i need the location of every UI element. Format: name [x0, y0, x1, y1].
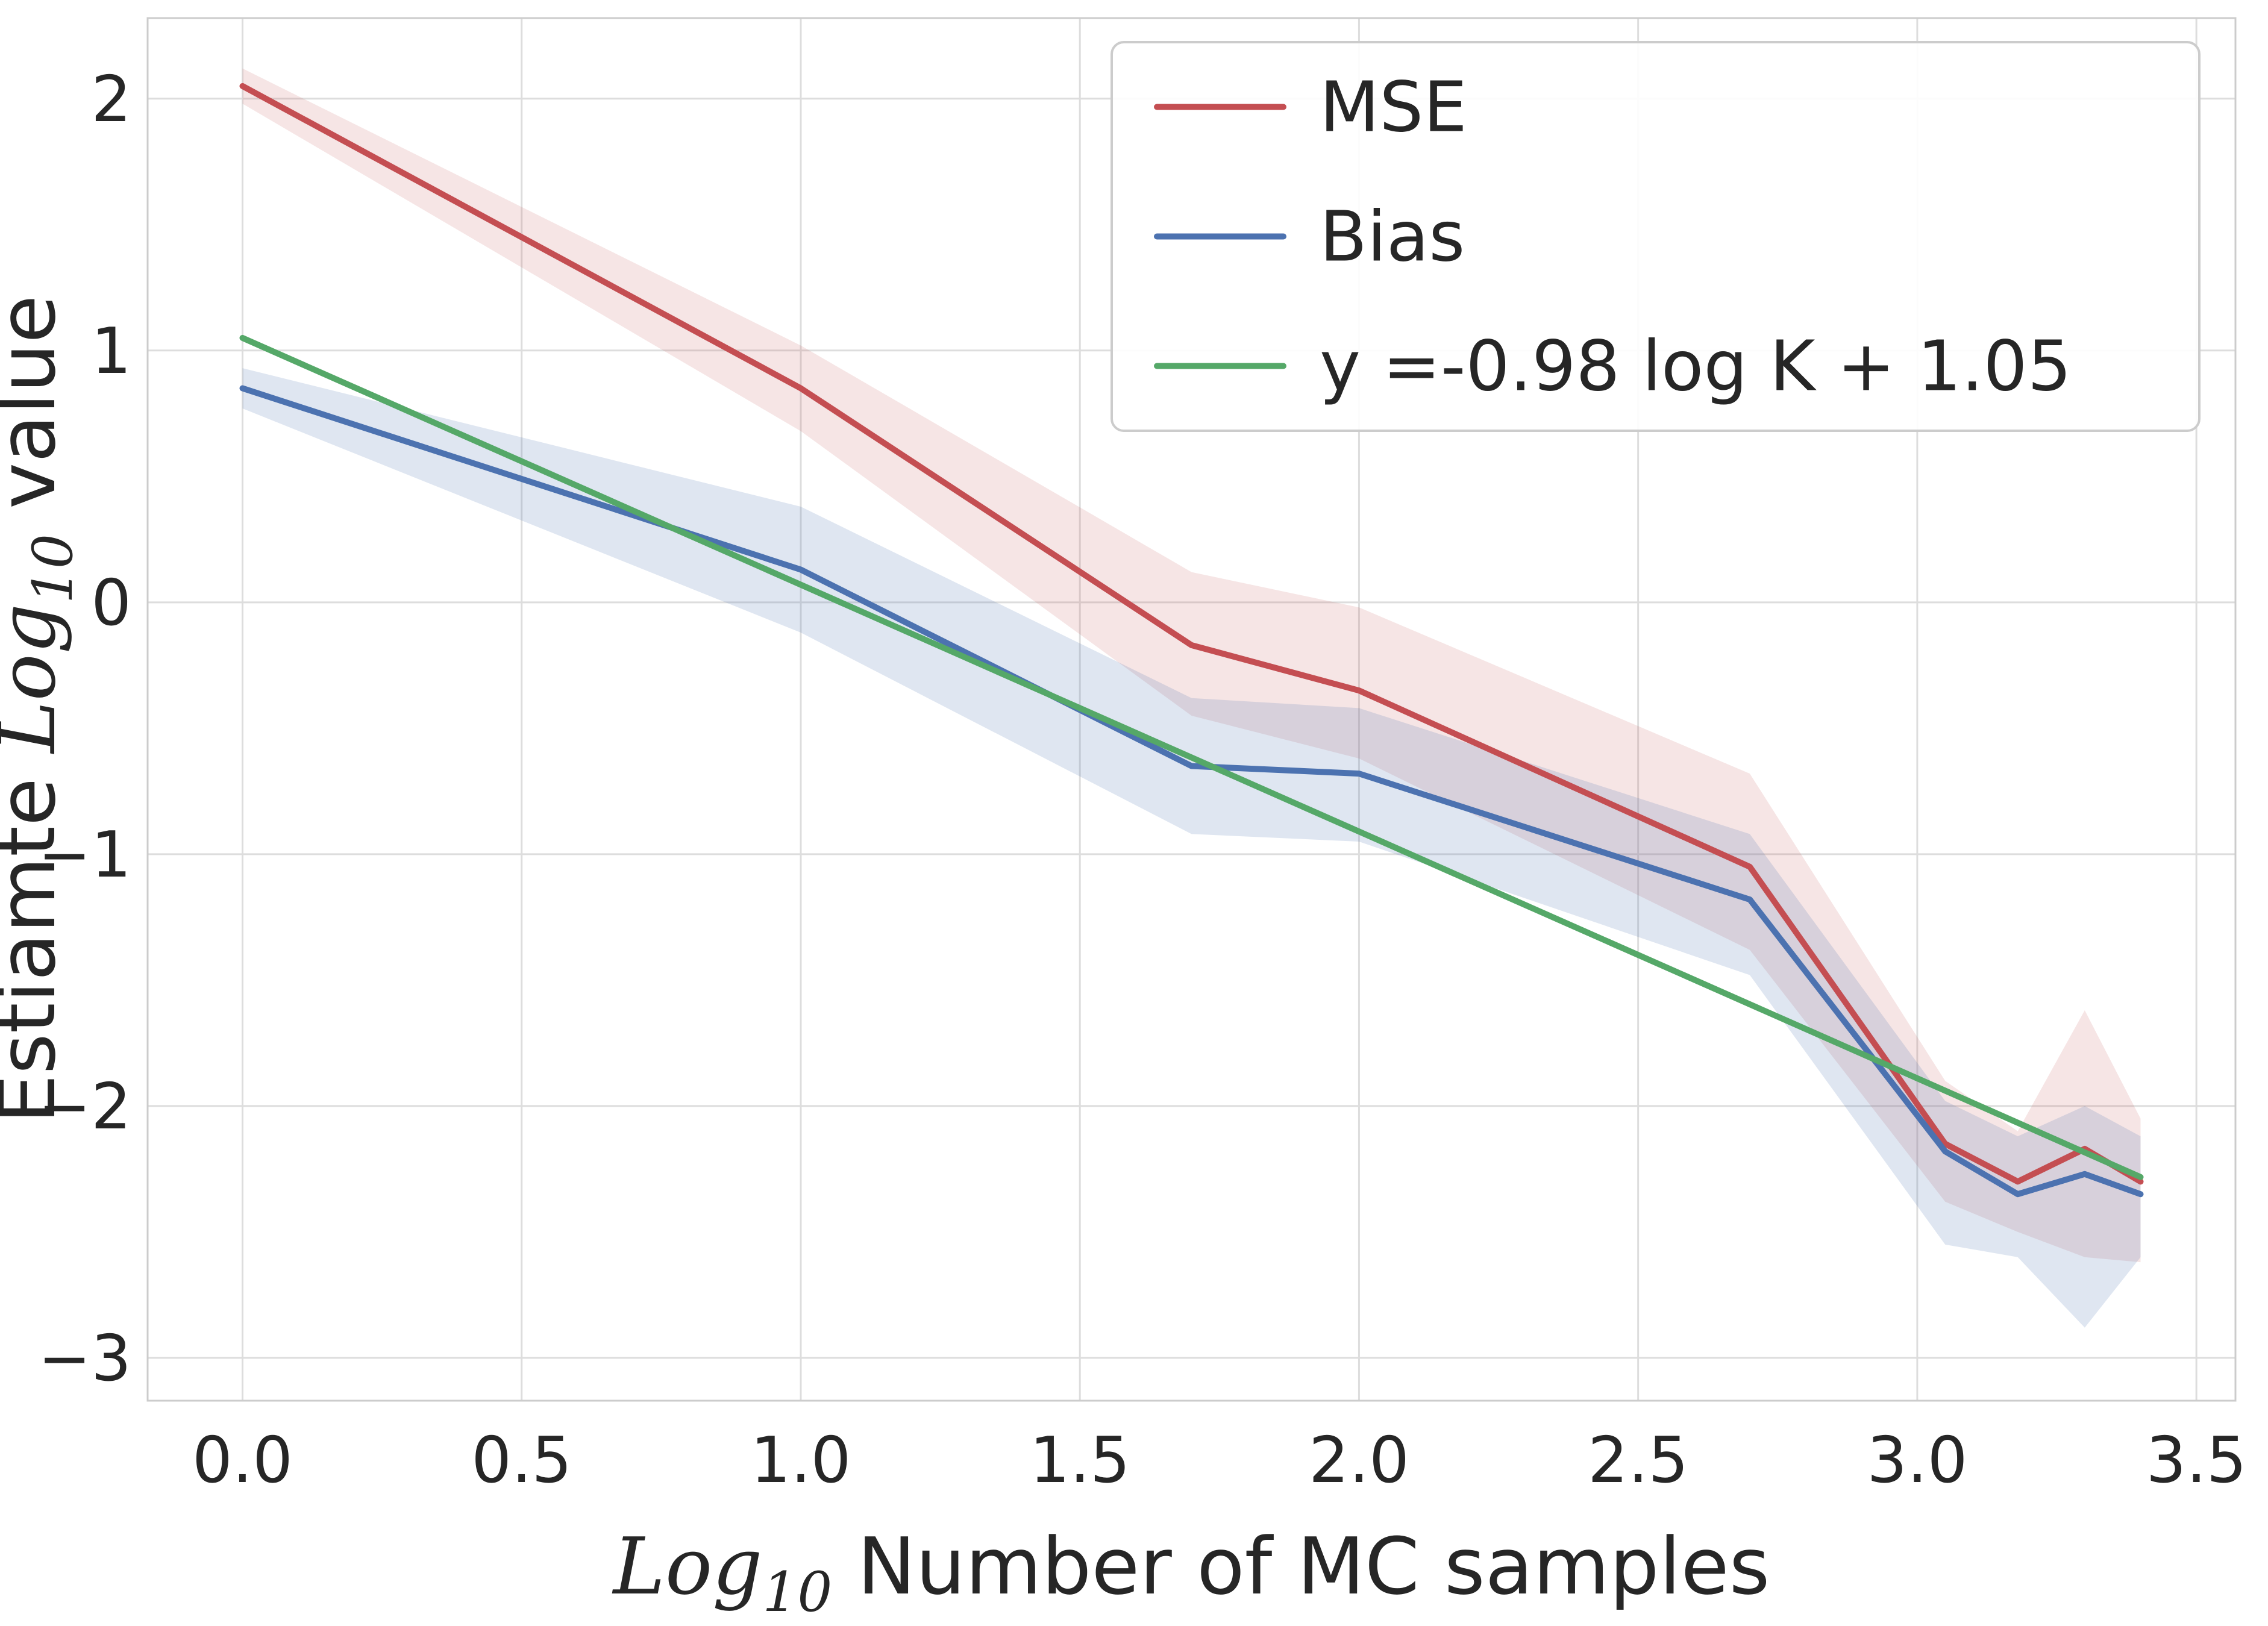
series-line-bias: [239, 385, 2144, 1198]
plot-border: [146, 17, 2237, 1402]
confidence-band-bias: [242, 368, 2141, 1328]
x-tick-label: 3.5: [2146, 1424, 2247, 1497]
series-line-y-0-98-log-k-1-05: [239, 334, 2144, 1180]
series-line-mse: [239, 83, 2144, 1185]
y-axis-label: Estiamte Log10 value: [0, 295, 85, 1124]
x-tick-label: 2.0: [1309, 1424, 1409, 1497]
x-tick-label: 2.5: [1588, 1424, 1688, 1497]
x-tick-label: 1.0: [750, 1424, 851, 1497]
x-tick-label: 3.0: [1867, 1424, 1967, 1497]
x-tick-label: 0.5: [471, 1424, 572, 1497]
x-tick-labels: 0.0 0.5 1.0 1.5 2.0 2.5 3.0 3.5: [192, 1424, 2247, 1497]
y-tick-label: 2: [91, 63, 131, 136]
x-tick-label: 0.0: [192, 1424, 293, 1497]
legend-entry: Bias: [1154, 197, 1465, 278]
legend-label: Bias: [1320, 197, 1465, 278]
y-tick-label: −1: [38, 818, 131, 892]
y-tick-label: −3: [38, 1322, 131, 1395]
x-tick-label: 1.5: [1030, 1424, 1130, 1497]
confidence-band-mse: [242, 68, 2141, 1263]
y-tick-label: 0: [91, 566, 131, 640]
legend-label: y =-0.98 log K + 1.05: [1320, 327, 2072, 407]
legend-label: MSE: [1320, 67, 1467, 148]
legend-entry: MSE: [1154, 67, 1467, 148]
y-tick-labels: −3 −2 −1 0 1 2: [38, 63, 131, 1395]
x-axis-label: Log10 Number of MC samples: [612, 1521, 1770, 1624]
y-tick-label: −2: [38, 1070, 131, 1143]
legend: MSE Bias y =-0.98 log K + 1.05: [1111, 41, 2201, 432]
legend-box: [1111, 41, 2201, 432]
legend-entry: y =-0.98 log K + 1.05: [1154, 327, 2072, 407]
y-tick-label: 1: [91, 314, 131, 388]
